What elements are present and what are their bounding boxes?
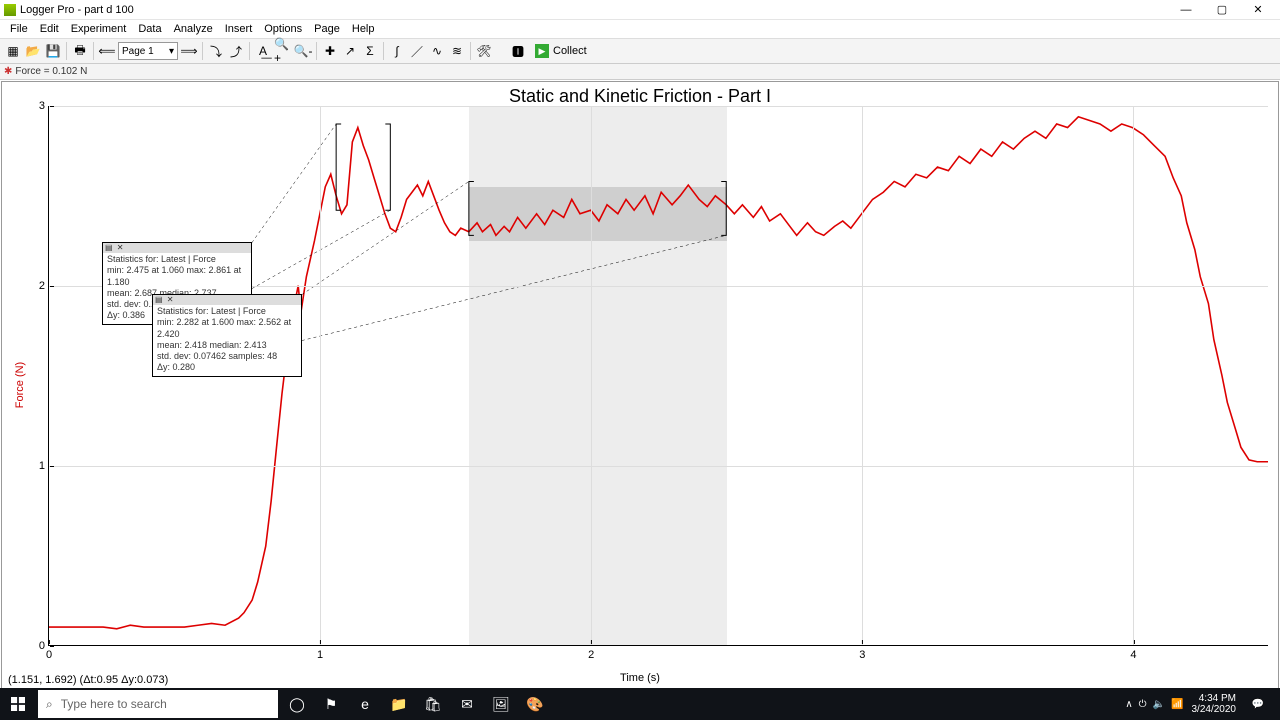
zoom-out-icon[interactable]: 🔍- — [294, 42, 312, 60]
chevron-down-icon: ▾ — [169, 46, 174, 57]
linear-fit-icon[interactable]: ／ — [408, 42, 426, 60]
taskbar-app-3[interactable]: 📁 — [382, 688, 416, 720]
search-placeholder: Type here to search — [61, 697, 167, 711]
tangent-icon[interactable]: ↗ — [341, 42, 359, 60]
clock-time: 4:34 PM — [1192, 693, 1237, 704]
taskbar-app-1[interactable]: ⚑ — [314, 688, 348, 720]
menu-bar: FileEditExperimentDataAnalyzeInsertOptio… — [0, 20, 1280, 38]
page-selector[interactable]: Page 1 ▾ — [118, 42, 178, 60]
statistics-box-2[interactable]: ▤ ✕Statistics for: Latest | Forcemin: 2.… — [152, 294, 302, 377]
print-icon[interactable]: 🖶 — [71, 42, 89, 60]
statbox-header[interactable]: ▤ ✕ — [153, 295, 301, 305]
app-icon — [4, 4, 16, 16]
y-tick: 2 — [39, 280, 49, 292]
menu-data[interactable]: Data — [132, 23, 167, 35]
x-axis-label: Time (s) — [620, 672, 660, 684]
tray-icon-3[interactable]: 📶 — [1171, 699, 1183, 710]
model-fit-icon[interactable]: ≋ — [448, 42, 466, 60]
start-button[interactable] — [0, 688, 36, 720]
coordinate-readout: (1.151, 1.692) (Δt:0.95 Δy:0.073) — [8, 674, 168, 686]
taskbar-search[interactable]: ⌕ Type here to search — [38, 690, 278, 718]
play-icon: ▶ — [535, 44, 549, 58]
x-tick: 4 — [1130, 645, 1136, 661]
prev-page-icon[interactable]: ⟸ — [98, 42, 116, 60]
taskbar-app-4[interactable]: 🛍 — [416, 688, 450, 720]
open-icon[interactable]: 📂 — [24, 42, 42, 60]
examine-icon[interactable]: ✚ — [321, 42, 339, 60]
menu-experiment[interactable]: Experiment — [65, 23, 133, 35]
integral-icon[interactable]: ∫ — [388, 42, 406, 60]
x-tick: 1 — [317, 645, 323, 661]
tray-icon-0[interactable]: ∧ — [1125, 699, 1132, 710]
menu-analyze[interactable]: Analyze — [168, 23, 219, 35]
options-icon[interactable]: 🛠 — [475, 42, 493, 60]
menu-file[interactable]: File — [4, 23, 34, 35]
close-button[interactable]: ✕ — [1240, 1, 1276, 19]
new-icon[interactable]: ▦ — [4, 42, 22, 60]
menu-help[interactable]: Help — [346, 23, 381, 35]
maximize-button[interactable]: ▢ — [1204, 1, 1240, 19]
page-selector-label: Page 1 — [122, 46, 154, 57]
stats-icon[interactable]: Σ — [361, 42, 379, 60]
notifications-button[interactable]: 💬 — [1244, 688, 1272, 720]
statbox-line: min: 2.282 at 1.600 max: 2.562 at 2.420 — [157, 317, 297, 340]
taskbar-app-6[interactable]: 🖼 — [484, 688, 518, 720]
x-tick: 3 — [859, 645, 865, 661]
zoom-in-icon[interactable]: 🔍+ — [274, 42, 292, 60]
statbox-header[interactable]: ▤ ✕ — [103, 243, 251, 253]
y-tick: 3 — [39, 100, 49, 112]
taskbar: ⌕ Type here to search ◯⚑e📁🛍✉🖼🎨 ∧ ⏻ 🔈 📶 4:34… — [0, 688, 1280, 720]
x-tick: 2 — [588, 645, 594, 661]
minimize-button[interactable]: — — [1168, 1, 1204, 19]
statbox-line: mean: 2.418 median: 2.413 — [157, 340, 297, 351]
y-tick: 0 — [39, 640, 49, 652]
title-bar: Logger Pro - part d 100 — ▢ ✕ — [0, 0, 1280, 20]
next-page-icon[interactable]: ⟹ — [180, 42, 198, 60]
menu-edit[interactable]: Edit — [34, 23, 65, 35]
search-icon: ⌕ — [46, 697, 53, 712]
tray-icon-2[interactable]: 🔈 — [1153, 699, 1165, 710]
y-axis-label: Force (N) — [14, 362, 26, 408]
taskbar-app-2[interactable]: e — [348, 688, 382, 720]
curve-fit-icon[interactable]: ∿ — [428, 42, 446, 60]
toolbar: ▦ 📂 💾 🖶 ⟸ Page 1 ▾ ⟹ ⤵ ⤴ A͟ 🔍+ 🔍- ✚ ↗ Σ ∫… — [0, 38, 1280, 64]
data-in-icon[interactable]: ⤵ — [207, 42, 225, 60]
menu-options[interactable]: Options — [258, 23, 308, 35]
chart-title: Static and Kinetic Friction - Part I — [2, 86, 1278, 107]
clock-date: 3/24/2020 — [1192, 704, 1237, 715]
statbox-line: Δy: 0.280 — [157, 362, 297, 373]
taskbar-app-7[interactable]: 🎨 — [518, 688, 552, 720]
taskbar-app-5[interactable]: ✉ — [450, 688, 484, 720]
taskbar-clock[interactable]: 4:34 PM 3/24/2020 — [1192, 693, 1237, 715]
taskbar-app-0[interactable]: ◯ — [280, 688, 314, 720]
statbox-line: min: 2.475 at 1.060 max: 2.861 at 1.180 — [107, 265, 247, 288]
statbox-line: Statistics for: Latest | Force — [107, 254, 247, 265]
statbox-line: std. dev: 0.07462 samples: 48 — [157, 351, 297, 362]
collect-label: Collect — [553, 45, 587, 57]
sensor-reading: Force = 0.102 N — [15, 66, 87, 77]
save-icon[interactable]: 💾 — [44, 42, 62, 60]
graph-panel[interactable]: Static and Kinetic Friction - Part I For… — [1, 81, 1279, 689]
window-title: Logger Pro - part d 100 — [20, 4, 1168, 16]
meter-icon[interactable]: 🅸 — [509, 42, 527, 60]
sensor-icon: ✱ — [4, 66, 12, 77]
sensor-bar: ✱ Force = 0.102 N — [0, 64, 1280, 80]
windows-icon — [11, 697, 25, 711]
system-tray[interactable]: ∧ ⏻ 🔈 📶 4:34 PM 3/24/2020 💬 — [1117, 688, 1280, 720]
y-tick: 1 — [39, 460, 49, 472]
data-out-icon[interactable]: ⤴ — [227, 42, 245, 60]
autoscale-icon[interactable]: A͟ — [254, 42, 272, 60]
menu-insert[interactable]: Insert — [219, 23, 259, 35]
collect-button[interactable]: ▶ Collect — [529, 42, 593, 60]
statbox-line: Statistics for: Latest | Force — [157, 306, 297, 317]
tray-icon-1[interactable]: ⏻ — [1139, 699, 1147, 710]
menu-page[interactable]: Page — [308, 23, 346, 35]
